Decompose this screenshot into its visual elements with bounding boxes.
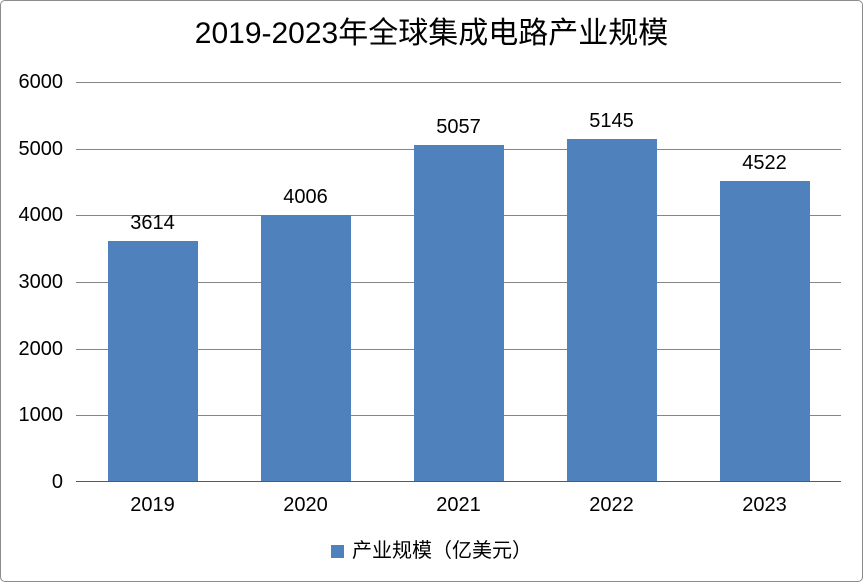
x-axis-label-2023: 2023 [742,494,787,516]
y-axis-label-0: 0 [51,471,63,493]
x-axis-label-2022: 2022 [589,494,634,516]
data-label-2020: 4006 [283,185,328,208]
x-axis-label-2019: 2019 [130,494,175,516]
plot-area: 3614 4006 5057 5145 4522 [76,82,841,482]
category-slot-2022: 5145 [535,82,688,482]
x-axis-label-2020: 2020 [283,494,328,516]
legend-swatch-icon [331,544,344,558]
category-slot-2021: 5057 [382,82,535,482]
y-axis-label-3000: 3000 [18,271,64,293]
bar-2022 [566,139,657,482]
chart-title: 2019-2023年全球集成电路产业规模 [194,17,669,50]
legend: 产业规模（亿美元） [1,539,862,563]
data-label-2022: 5145 [589,110,634,132]
bar-slots: 3614 4006 5057 5145 4522 [76,82,841,482]
category-slot-2023: 4522 [688,82,841,482]
y-axis-label-2000: 2000 [18,337,64,360]
y-axis-label-5000: 5000 [18,137,64,160]
x-axis-line [76,481,841,482]
y-axis-label-6000: 6000 [18,71,64,93]
bar-2021 [413,144,504,482]
category-slot-2019: 3614 [76,82,229,482]
bar-2019 [107,241,198,482]
bar-2020 [260,214,351,482]
y-axis-label-1000: 1000 [18,404,64,427]
gridline-6000 [76,82,841,83]
data-label-2019: 3614 [130,212,175,235]
x-axis-label-2021: 2021 [436,494,481,516]
x-axis-labels: 2019 2020 2021 2022 2023 [76,493,841,517]
category-slot-2020: 4006 [229,82,382,482]
y-axis-label-4000: 4000 [18,204,64,227]
legend-label: 产业规模（亿美元） [352,540,532,562]
bar-2023 [719,180,810,482]
data-label-2023: 4522 [742,151,787,174]
data-label-2021: 5057 [436,115,481,138]
